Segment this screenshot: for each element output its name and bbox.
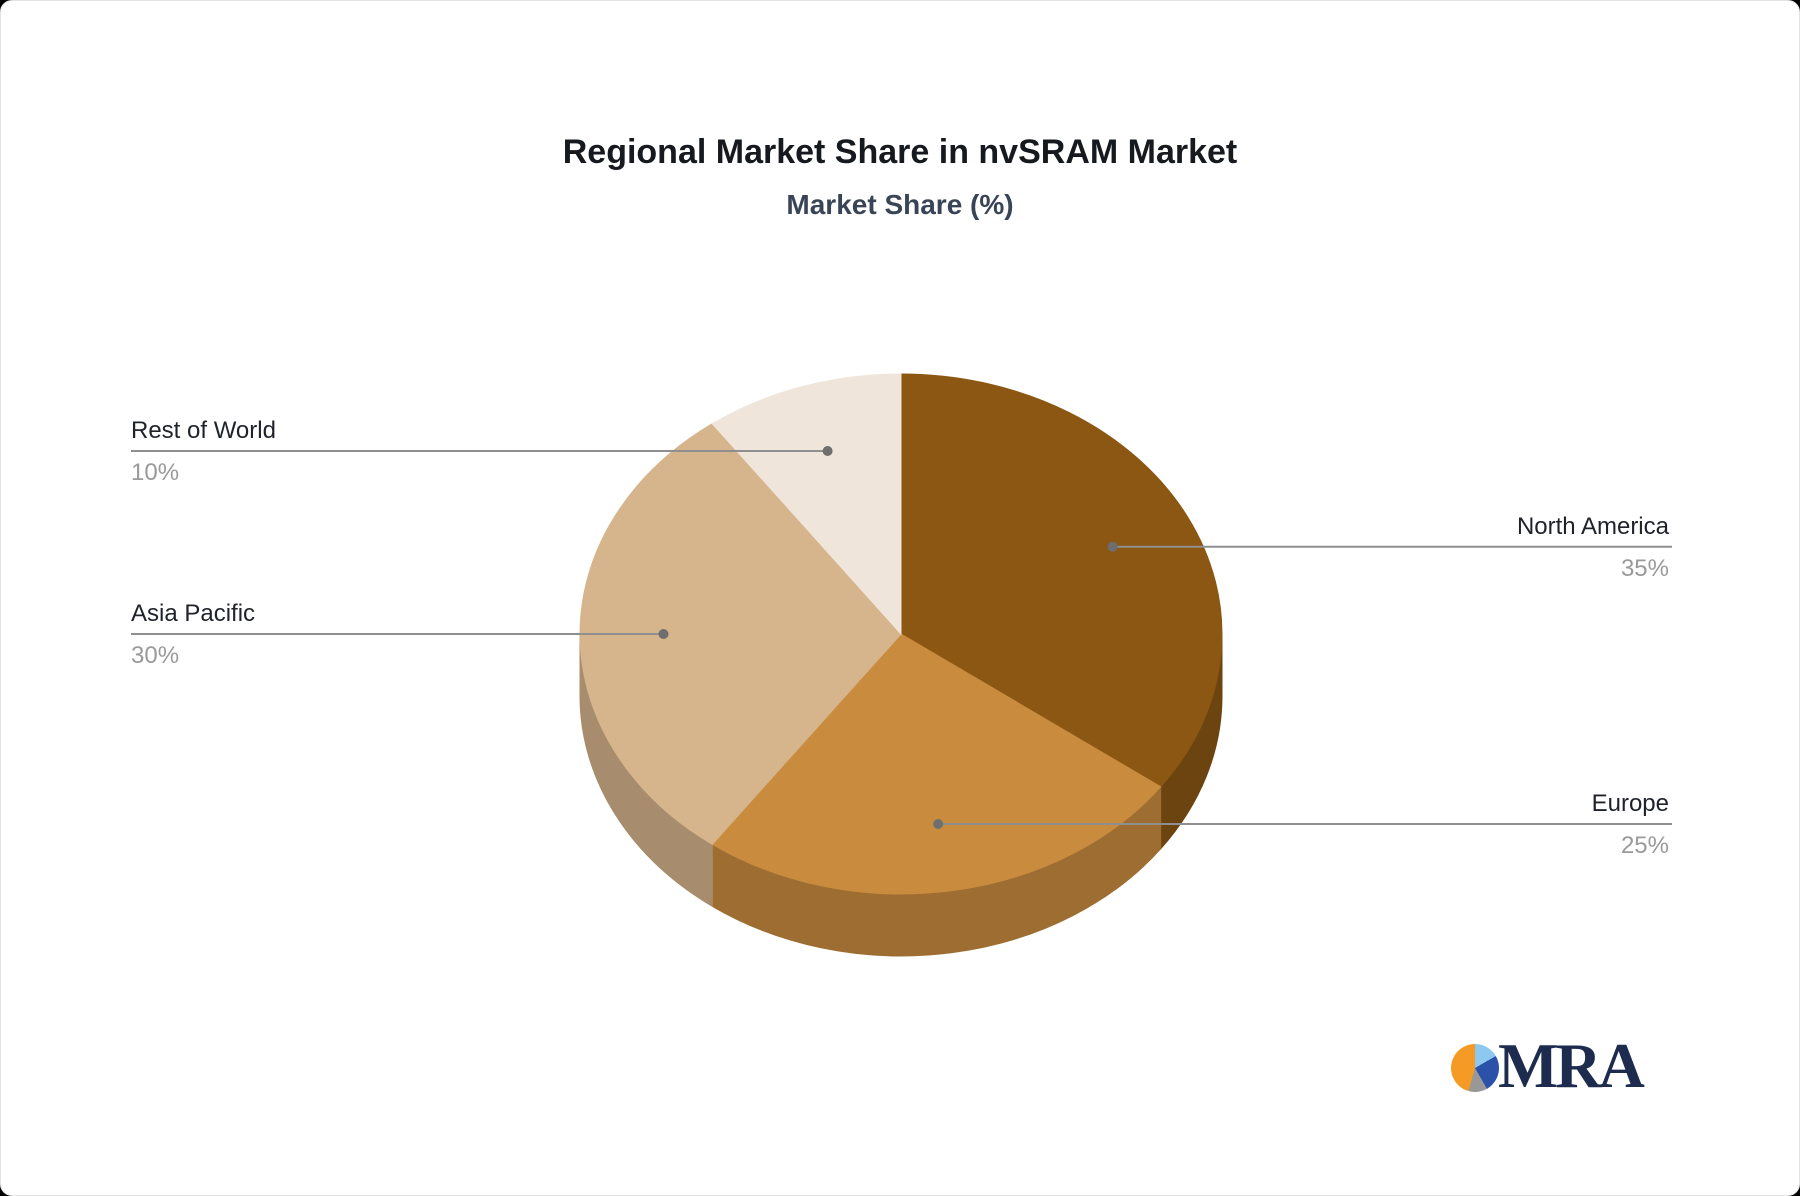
leader-dot-rest-of-world: [822, 446, 833, 456]
logo-pie-icon: [1451, 1044, 1499, 1092]
slice-percent-rest-of-world: 10%: [131, 459, 180, 487]
brand-logo: MRA: [1451, 1028, 1711, 1108]
slice-label-asia-pacific: Asia Pacific: [131, 600, 256, 627]
chart-subtitle: Market Share (%): [786, 189, 1014, 220]
pie-slice-north-america[interactable]: [900, 373, 1223, 788]
slice-percent-north-america: 35%: [1620, 554, 1669, 582]
slice-label-europe: Europe: [1591, 790, 1669, 818]
leader-dot-north-america: [1107, 541, 1118, 552]
slice-label-rest-of-world: Rest of World: [131, 417, 276, 445]
slice-percent-europe: 25%: [1620, 832, 1669, 860]
pie-slice-rest-of-world[interactable]: [711, 373, 902, 636]
leader-dot-europe: [933, 819, 944, 829]
chart-title: Regional Market Share in nvSRAM Market: [562, 133, 1238, 171]
pie-slice-europe[interactable]: [711, 633, 1162, 895]
slice-percent-asia-pacific: 30%: [131, 642, 180, 669]
leader-dot-asia-pacific: [658, 629, 669, 639]
slice-label-north-america: North America: [1516, 512, 1669, 540]
logo-text: MRA: [1498, 1030, 1645, 1101]
